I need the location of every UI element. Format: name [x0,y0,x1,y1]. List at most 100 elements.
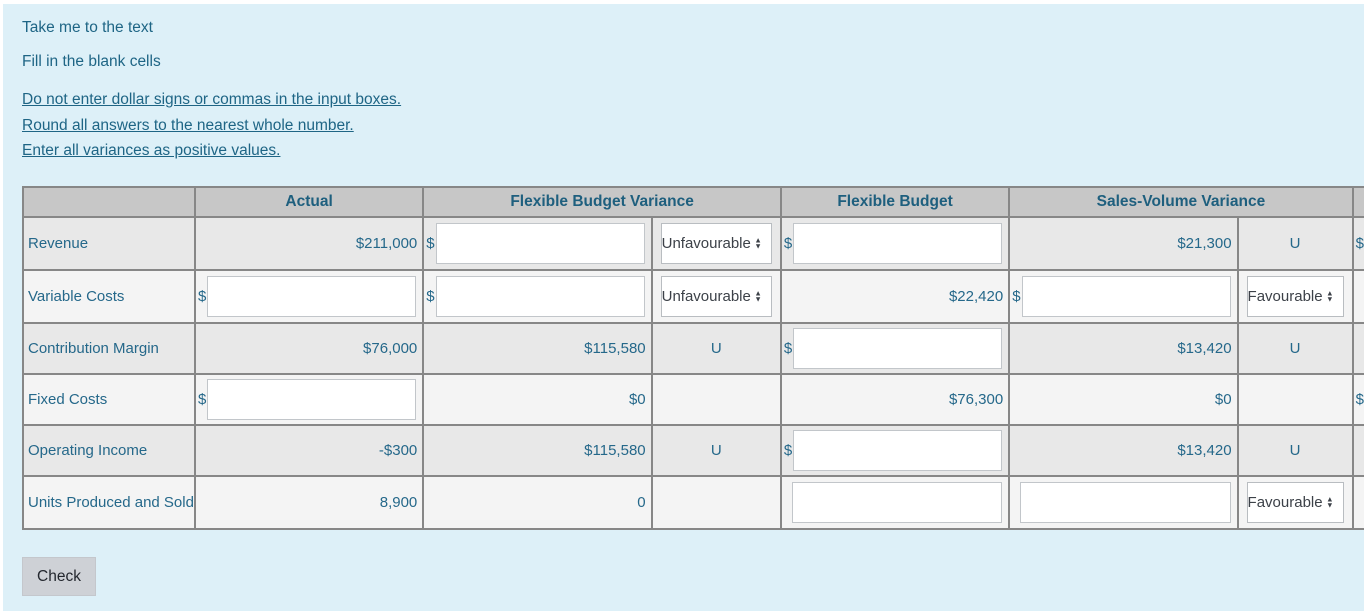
input-cell: $ [1351,373,1364,426]
dollar-sign-prefix: $ [783,442,793,459]
variance-direction-cell: U [1237,322,1354,375]
static-value-cell: $211,000 [193,216,425,271]
variance-direction-cell: U [1237,216,1354,271]
amount-input[interactable] [793,430,1003,471]
take-me-to-text-link[interactable]: Take me to the text [22,19,153,36]
static-value-cell: $115,580 [422,424,653,477]
column-header-blank [22,186,196,218]
static-value-cell: $76,300 [779,373,1011,426]
static-value-cell: $13,420 [1008,424,1239,477]
dollar-sign-prefix: $ [426,288,435,305]
variance-direction-cell: U [1237,424,1354,477]
input-cell: $ [193,269,425,324]
static-value-cell: 0 [422,475,653,530]
amount-input[interactable] [791,482,1003,523]
direction-select[interactable]: Favourable ▲ ▼ [1246,276,1344,317]
check-button[interactable]: Check [22,557,96,596]
input-cell: $ [193,373,425,426]
static-value-cell: 8,900 [193,475,425,530]
table-row-operating-income: Operating Income-$300$115,580U$$13,420U$… [22,424,1364,477]
fill-in-blanks-instruction: Fill in the blank cells [22,53,161,70]
direction-select-value: Favourable [1247,288,1323,305]
dollar-sign-prefix: $ [197,288,207,305]
dollar-sign-prefix: $ [1012,288,1021,305]
input-cell: $ [422,269,653,324]
amount-input[interactable] [435,276,645,317]
static-value-cell: $13,420 [1008,322,1239,375]
empty-cell [1237,373,1354,426]
row-label: Revenue [22,216,196,271]
row-label: Contribution Margin [22,322,196,375]
input-cell: $ [1351,216,1364,271]
variance-direction-cell: U [651,322,782,375]
input-cell: $ [779,216,1011,271]
select-spinner-icon: ▲ ▼ [1326,288,1334,304]
row-label: Units Produced and Sold [22,475,196,530]
dollar-sign-prefix: $ [783,340,793,357]
static-value-cell: $0 [422,373,653,426]
dollar-sign-prefix: $ [1355,391,1364,408]
table-row-units-produced-and-sold: Units Produced and Sold 8,900 0 Favourable ▲… [22,475,1364,530]
static-value-cell: $128,700 [1351,424,1364,477]
dollar-sign-prefix: $ [783,235,793,252]
note-positive-values: Enter all variances as positive values. [22,142,281,159]
table-row-variable-costs: Variable Costs $ $ Unfavourable ▲ ▼ $22,420 $ Fa… [22,269,1364,324]
input-cell: $ [1008,269,1239,324]
static-value-cell: -$300 [193,424,425,477]
dollar-sign-prefix: $ [426,235,435,252]
select-spinner-icon: ▲ ▼ [754,235,762,251]
amount-input[interactable] [207,276,417,317]
static-value-cell: $22,420 [779,269,1011,324]
empty-cell [651,373,782,426]
column-header-static-budget: Static Budget [1351,186,1364,218]
column-header-flexible-budget-variance: Flexible Budget Variance [422,186,782,218]
row-label: Operating Income [22,424,196,477]
static-value-cell: $30,300 [1351,269,1364,324]
row-label: Fixed Costs [22,373,196,426]
amount-input[interactable] [793,223,1003,264]
note-round-answers: Round all answers to the nearest whole n… [22,116,354,134]
static-value-cell: $21,300 [1008,216,1239,271]
direction-select[interactable]: Favourable ▲ ▼ [1246,482,1344,523]
page-background: Take me to the text Fill in the blank ce… [3,4,1364,611]
static-value-cell: 8,800 [1351,475,1364,530]
input-cell [779,475,1011,530]
select-spinner-icon: ▲ ▼ [754,288,762,304]
select-cell: Favourable ▲ ▼ [1237,475,1354,530]
direction-select-value: Favourable [1247,494,1323,511]
budget-variance-table: Actual Flexible Budget Variance Flexible B… [22,186,1364,530]
input-cell: $ [779,424,1011,477]
dollar-sign-prefix: $ [1355,235,1364,252]
table-header-row: Actual Flexible Budget Variance Flexible B… [22,186,1364,218]
amount-input[interactable] [1020,482,1231,523]
variance-direction-cell: U [651,424,782,477]
empty-cell [651,475,782,530]
column-header-flexible-budget: Flexible Budget [779,186,1011,218]
amount-input[interactable] [1021,276,1231,317]
select-spinner-icon: ▲ ▼ [1326,494,1334,510]
amount-input[interactable] [207,379,417,420]
input-cell [1008,475,1239,530]
direction-select-value: Unfavourable [661,288,751,305]
row-label: Variable Costs [22,269,196,324]
direction-select[interactable]: Unfavourable ▲ ▼ [660,223,772,264]
input-cell: $ [779,322,1011,375]
table-row-revenue: Revenue $211,000 $ Unfavourable ▲ ▼ $ $21,300 U $ [22,216,1364,271]
column-header-sales-volume-variance: Sales-Volume Variance [1008,186,1354,218]
note-no-dollar-signs: Do not enter dollar signs or commas in t… [22,91,402,108]
instruction-notes: Do not enter dollar signs or commas in t… [22,87,401,164]
amount-input[interactable] [793,328,1003,369]
static-value-cell: $0 [1008,373,1239,426]
static-value-cell: $76,000 [193,322,425,375]
amount-input[interactable] [435,223,645,264]
input-cell: $ [422,216,653,271]
direction-select-value: Unfavourable [661,235,751,252]
static-value-cell: $115,580 [422,322,653,375]
table-row-contribution-margin: Contribution Margin $76,000 $115,580 U $ $13,… [22,322,1364,375]
static-value-cell: $205,000 [1351,322,1364,375]
select-cell: Favourable ▲ ▼ [1237,269,1354,324]
dollar-sign-prefix: $ [197,391,207,408]
select-cell: Unfavourable ▲ ▼ [651,216,782,271]
table-row-fixed-costs: Fixed Costs $ $0 $76,300 $0 $ [22,373,1364,426]
direction-select[interactable]: Unfavourable ▲ ▼ [660,276,772,317]
